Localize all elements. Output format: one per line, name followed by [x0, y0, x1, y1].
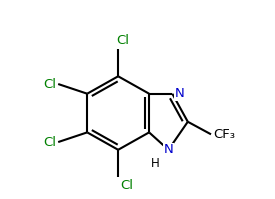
Text: H: H	[151, 157, 160, 170]
Text: Cl: Cl	[120, 179, 133, 192]
Text: CF₃: CF₃	[213, 128, 235, 141]
Text: N: N	[174, 87, 184, 100]
Text: N: N	[164, 143, 173, 156]
Text: Cl: Cl	[43, 136, 56, 149]
Text: Cl: Cl	[43, 78, 56, 91]
Text: Cl: Cl	[116, 34, 129, 47]
